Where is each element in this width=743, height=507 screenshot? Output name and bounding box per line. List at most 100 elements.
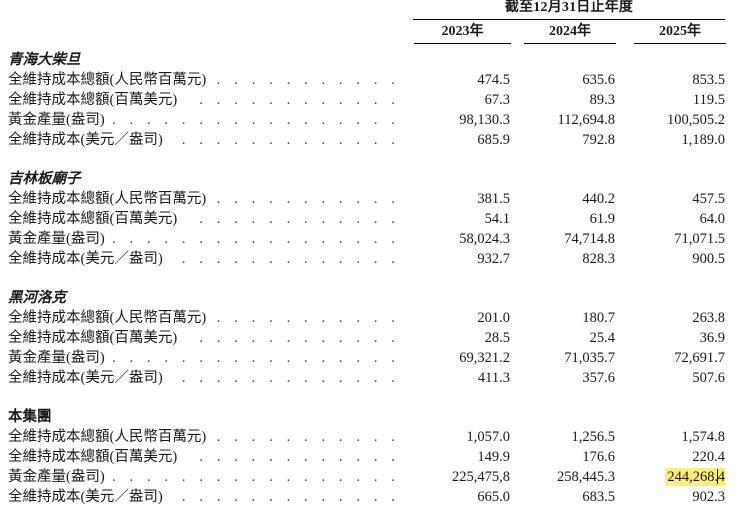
row-label: 全維持成本(美元／盎司) bbox=[8, 132, 163, 148]
leader-dots: . . . . . . . . . . . . . . . . . . . . … bbox=[171, 251, 400, 267]
leader-dots: . . . . . . . . . . . . . . . . . . . . … bbox=[112, 350, 400, 366]
table-row: 全維持成本總額(百萬美元) . . . . . . . . . . . . . .… bbox=[0, 328, 743, 348]
table-cell[interactable]: 357.6 bbox=[582, 370, 615, 386]
leader-dots: . . . . . . . . . . . . . . . . . . . . … bbox=[112, 231, 400, 247]
table-cell[interactable]: 36.9 bbox=[699, 330, 725, 346]
table-cell[interactable]: 100,505.2 bbox=[667, 112, 725, 128]
table-cell[interactable]: 665.0 bbox=[477, 489, 510, 505]
section-spacer bbox=[0, 150, 743, 169]
table-cell[interactable]: 89.3 bbox=[589, 92, 615, 108]
table-cell[interactable]: 381.5 bbox=[477, 191, 510, 207]
table-row: 全維持成本總額(百萬美元) . . . . . . . . . . . . . .… bbox=[0, 209, 743, 229]
table-cell[interactable]: 932.7 bbox=[477, 251, 510, 267]
table-cell[interactable]: 74,714.8 bbox=[564, 231, 615, 247]
row-label: 全維持成本(美元／盎司) bbox=[8, 489, 163, 505]
table-cell[interactable]: 69,321.2 bbox=[459, 350, 510, 366]
leader-dots: . . . . . . . . . . . . . . . . . . . . … bbox=[185, 92, 400, 108]
row-label: 黃金產量(盎司) bbox=[8, 231, 105, 247]
table-cell[interactable]: 1,057.0 bbox=[466, 429, 511, 445]
table-cell[interactable]: 28.5 bbox=[484, 330, 510, 346]
table-cell[interactable]: 54.1 bbox=[484, 211, 510, 227]
table-cell[interactable]: 58,024.3 bbox=[459, 231, 510, 247]
table-header: 截至12月31日止年度 2023年 2024年 2025年 bbox=[0, 0, 743, 50]
leader-dots: . . . . . . . . . . . . . . . . . . . . … bbox=[185, 449, 400, 465]
table-cell[interactable]: 180.7 bbox=[582, 310, 615, 326]
table-cell[interactable]: 61.9 bbox=[589, 211, 615, 227]
table-cell[interactable]: 263.8 bbox=[692, 310, 725, 326]
section-title: 吉林板廟子 bbox=[8, 171, 81, 187]
table-cell[interactable]: 853.5 bbox=[692, 72, 725, 88]
table-cell[interactable]: 1,574.8 bbox=[681, 429, 726, 445]
table-cell[interactable]: 67.3 bbox=[484, 92, 510, 108]
row-label: 全維持成本總額(人民幣百萬元) bbox=[8, 429, 207, 445]
table-cell[interactable]: 149.9 bbox=[477, 449, 510, 465]
table-cell[interactable]: 792.8 bbox=[582, 132, 615, 148]
table-cell[interactable]: 900.5 bbox=[692, 251, 725, 267]
row-label: 全維持成本總額(百萬美元) bbox=[8, 92, 178, 108]
column-rule-2024 bbox=[524, 43, 616, 44]
table-cell[interactable]: 685.9 bbox=[477, 132, 510, 148]
leader-dots: . . . . . . . . . . . . . . . . . . . . … bbox=[214, 310, 400, 326]
row-label: 全維持成本(美元／盎司) bbox=[8, 251, 163, 267]
column-header-2024: 2024年 bbox=[549, 24, 591, 39]
table-cell[interactable]: 244,268.4 bbox=[618, 467, 725, 487]
table-cell[interactable]: 71,035.7 bbox=[564, 350, 615, 366]
leader-dots: . . . . . . . . . . . . . . . . . . . . … bbox=[214, 429, 400, 445]
table-cell[interactable]: 828.3 bbox=[582, 251, 615, 267]
table-cell[interactable]: 440.2 bbox=[582, 191, 615, 207]
table-section: 本集團 全維持成本總額(人民幣百萬元) . . . . . . . . . . . … bbox=[0, 407, 743, 507]
leader-dots: . . . . . . . . . . . . . . . . . . . . … bbox=[171, 132, 400, 148]
table-cell[interactable]: 1,189.0 bbox=[681, 132, 726, 148]
leader-dots: . . . . . . . . . . . . . . . . . . . . … bbox=[171, 370, 400, 386]
table-cell[interactable]: 1,256.5 bbox=[571, 429, 616, 445]
table-cell[interactable]: 411.3 bbox=[477, 370, 510, 386]
table-cell[interactable]: 474.5 bbox=[477, 72, 510, 88]
row-label: 全維持成本總額(人民幣百萬元) bbox=[8, 72, 207, 88]
column-header-2025: 2025年 bbox=[659, 24, 701, 39]
row-label: 黃金產量(盎司) bbox=[8, 112, 105, 128]
section-spacer bbox=[0, 388, 743, 407]
table-section: 黑河洛克全維持成本總額(人民幣百萬元) . . . . . . . . . . .… bbox=[0, 288, 743, 388]
leader-dots: . . . . . . . . . . . . . . . . . . . . … bbox=[214, 191, 400, 207]
row-label: 黃金產量(盎司) bbox=[8, 469, 105, 485]
table-cell[interactable]: 72,691.7 bbox=[674, 350, 725, 366]
table-cell[interactable]: 507.6 bbox=[692, 370, 725, 386]
column-header-2023: 2023年 bbox=[441, 24, 484, 39]
row-label: 全維持成本(美元／盎司) bbox=[8, 370, 163, 386]
leader-dots: . . . . . . . . . . . . . . . . . . . . … bbox=[171, 489, 400, 505]
table-cell[interactable]: 119.5 bbox=[692, 92, 725, 108]
table-row: 全維持成本(美元／盎司) . . . . . . . . . . . . . . … bbox=[0, 249, 743, 269]
table-row: 黃金產量(盎司) . . . . . . . . . . . . . . . . … bbox=[0, 110, 743, 130]
table-cell[interactable]: 176.6 bbox=[582, 449, 615, 465]
row-label: 全維持成本總額(百萬美元) bbox=[8, 211, 178, 227]
table-cell[interactable]: 635.6 bbox=[582, 72, 615, 88]
column-rule-2025 bbox=[634, 43, 726, 44]
table-cell[interactable]: 71,071.5 bbox=[674, 231, 725, 247]
table-row: 全維持成本(美元／盎司) . . . . . . . . . . . . . . … bbox=[0, 368, 743, 388]
table-cell[interactable]: 220.4 bbox=[692, 449, 725, 465]
table-row: 全維持成本總額(百萬美元) . . . . . . . . . . . . . .… bbox=[0, 447, 743, 467]
header-span-rule bbox=[413, 19, 725, 20]
table-cell[interactable]: 683.5 bbox=[582, 489, 615, 505]
table-row: 全維持成本總額(人民幣百萬元) . . . . . . . . . . . . .… bbox=[0, 427, 743, 447]
table-cell[interactable]: 457.5 bbox=[692, 191, 725, 207]
table-cell[interactable]: 25.4 bbox=[589, 330, 615, 346]
text-caret bbox=[717, 469, 719, 484]
table-cell[interactable]: 112,694.8 bbox=[557, 112, 615, 128]
highlighted-value[interactable]: 244,268.4 bbox=[665, 468, 725, 486]
leader-dots: . . . . . . . . . . . . . . . . . . . . … bbox=[185, 330, 400, 346]
leader-dots: . . . . . . . . . . . . . . . . . . . . … bbox=[185, 211, 400, 227]
row-label: 全維持成本總額(百萬美元) bbox=[8, 449, 178, 465]
leader-dots: . . . . . . . . . . . . . . . . . . . . … bbox=[112, 112, 400, 128]
table-cell[interactable]: 98,130.3 bbox=[459, 112, 510, 128]
table-cell[interactable]: 201.0 bbox=[477, 310, 510, 326]
table-row: 全維持成本總額(人民幣百萬元) . . . . . . . . . . . . .… bbox=[0, 308, 743, 328]
table-cell[interactable]: 225,475,8 bbox=[452, 469, 510, 485]
table-cell[interactable]: 258,445.3 bbox=[557, 469, 615, 485]
section-title: 黑河洛克 bbox=[8, 290, 66, 306]
section-spacer bbox=[0, 269, 743, 288]
table-row: 全維持成本總額(人民幣百萬元) . . . . . . . . . . . . .… bbox=[0, 189, 743, 209]
section-title: 青海大柴旦 bbox=[8, 52, 81, 68]
table-cell[interactable]: 64.0 bbox=[699, 211, 725, 227]
table-cell[interactable]: 902.3 bbox=[692, 489, 725, 505]
